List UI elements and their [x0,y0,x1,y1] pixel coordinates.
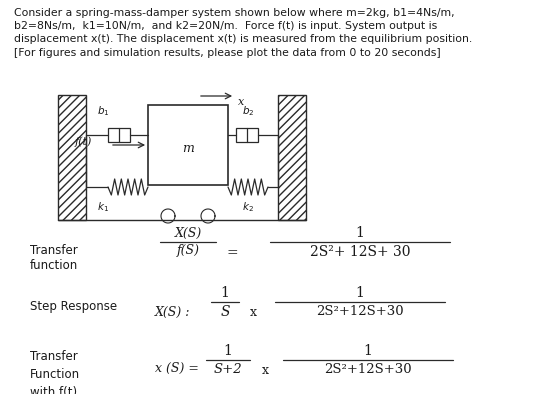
Text: X(S) :: X(S) : [155,306,190,319]
Text: f(S): f(S) [176,244,200,257]
Text: =: = [226,246,238,260]
Text: X(S): X(S) [175,227,202,240]
Text: 1: 1 [224,344,232,358]
Text: f(t): f(t) [75,137,92,147]
Bar [148,105,228,185]
Text: 2S²+12S+30: 2S²+12S+30 [316,305,404,318]
Text: $k_2$: $k_2$ [242,200,254,214]
Text: 2S²+ 12S+ 30: 2S²+ 12S+ 30 [310,245,410,259]
Bar [58,95,86,220]
Text: Consider a spring-mass-damper system shown below where m=2kg, b1=4Ns/m,
b2=8Ns/m: Consider a spring-mass-damper system sho… [14,8,472,58]
Text: $k_1$: $k_1$ [97,200,109,214]
Bar [278,95,306,220]
Text: $b_2$: $b_2$ [242,104,254,118]
Text: $b_1$: $b_1$ [97,104,109,118]
Text: S+2: S+2 [214,363,242,376]
Text: S: S [220,305,230,319]
Text: x (S) =: x (S) = [155,362,199,375]
Text: Transfer
function: Transfer function [30,244,78,272]
Text: 1: 1 [220,286,230,300]
Text: 1: 1 [356,226,364,240]
Text: x: x [238,97,244,107]
Bar [236,128,258,142]
Text: x: x [250,306,257,319]
Text: 1: 1 [356,286,364,300]
Text: 1: 1 [363,344,373,358]
Text: Transfer
Function
with f(t): Transfer Function with f(t) [30,350,80,394]
Text: Step Response: Step Response [30,300,117,313]
Bar [108,128,130,142]
Text: m: m [182,141,194,154]
Text: 2S²+12S+30: 2S²+12S+30 [324,363,412,376]
Text: x: x [262,364,269,377]
